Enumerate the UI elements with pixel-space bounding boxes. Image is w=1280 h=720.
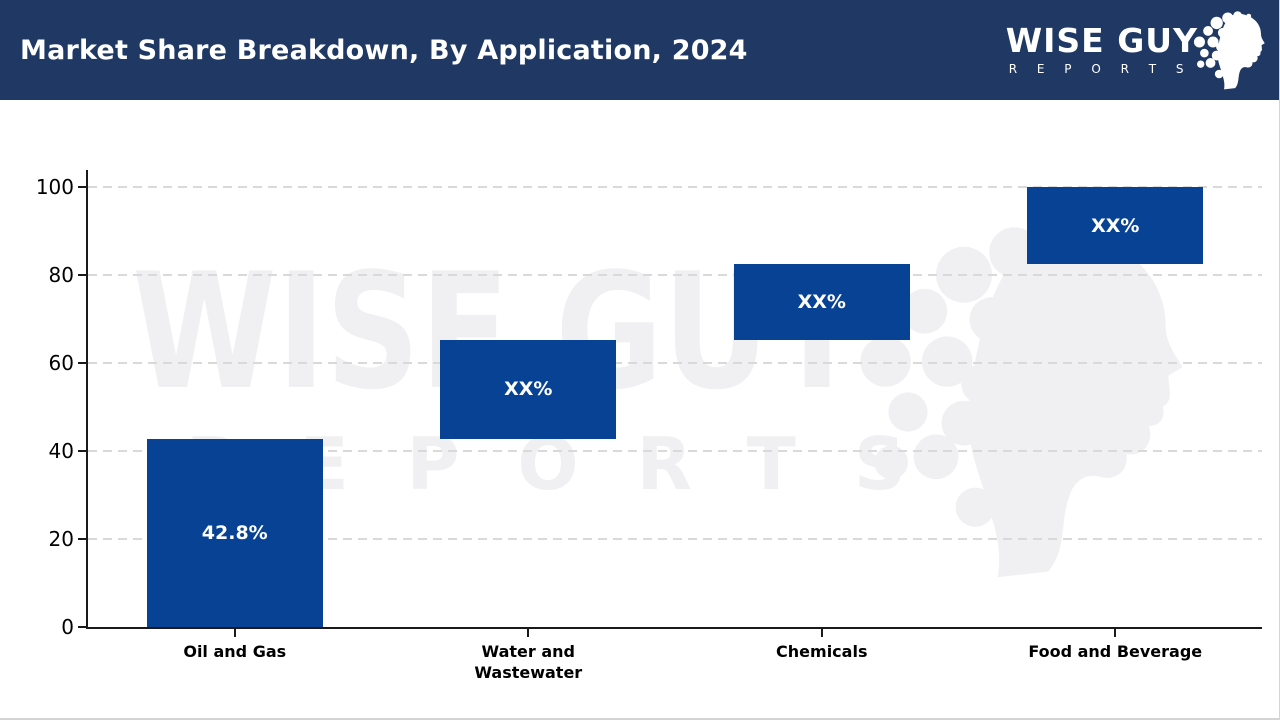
y-axis-line [86,170,88,629]
gridline [88,362,1262,364]
bar-value-label: XX% [504,378,553,401]
x-tick-mark [1114,629,1117,637]
x-tick-mark [233,629,236,637]
x-tick-mark [527,629,530,637]
y-tick-mark [78,186,86,188]
gridline [88,538,1262,540]
page-title: Market Share Breakdown, By Application, … [20,34,748,66]
bar-value-label: XX% [797,291,846,314]
y-tick-label: 60 [48,351,74,375]
x-tick-label: Oil and Gas [183,642,287,661]
y-tick-mark [78,274,86,276]
header-bar: Market Share Breakdown, By Application, … [0,0,1279,100]
y-tick-mark [78,362,86,364]
y-tick-label: 80 [48,263,74,287]
logo-subtext: R E P O R T S [1008,61,1192,76]
logo-wordmark-text: WISE GUY [1005,21,1198,61]
x-tick-label: Water and Wastewater [474,642,583,682]
x-tick-label: Chemicals [776,642,868,661]
y-tick-label: 20 [48,527,74,551]
gridline [88,186,1262,188]
y-tick-label: 40 [48,439,74,463]
bar-value-label: 42.8% [201,521,268,544]
y-tick-mark [78,450,86,452]
plot-area: 0 20 40 60 80 100 42.8% Oil and Gas XX% Water and… [0,100,1279,718]
bar-value-label: XX% [1091,214,1140,237]
bar: 42.8% [146,438,323,627]
y-tick-label: 100 [35,175,74,199]
x-axis-line [86,627,1262,629]
bar: XX% [440,340,617,439]
y-tick-mark [78,538,86,540]
wiseguy-logo: WISE GUY R E P O R T S [1006,10,1266,90]
logo-head-icon [1193,11,1265,90]
gridline [88,274,1262,276]
x-tick-label: Food and Beverage [1028,642,1203,661]
logo-wordmark: WISE GUY R E P O R T S [1006,24,1198,76]
y-tick-label: 0 [61,615,74,639]
bar: XX% [1027,187,1204,264]
bar: XX% [733,264,910,341]
y-tick-mark [78,626,86,628]
x-tick-mark [820,629,823,637]
gridline [88,450,1262,452]
